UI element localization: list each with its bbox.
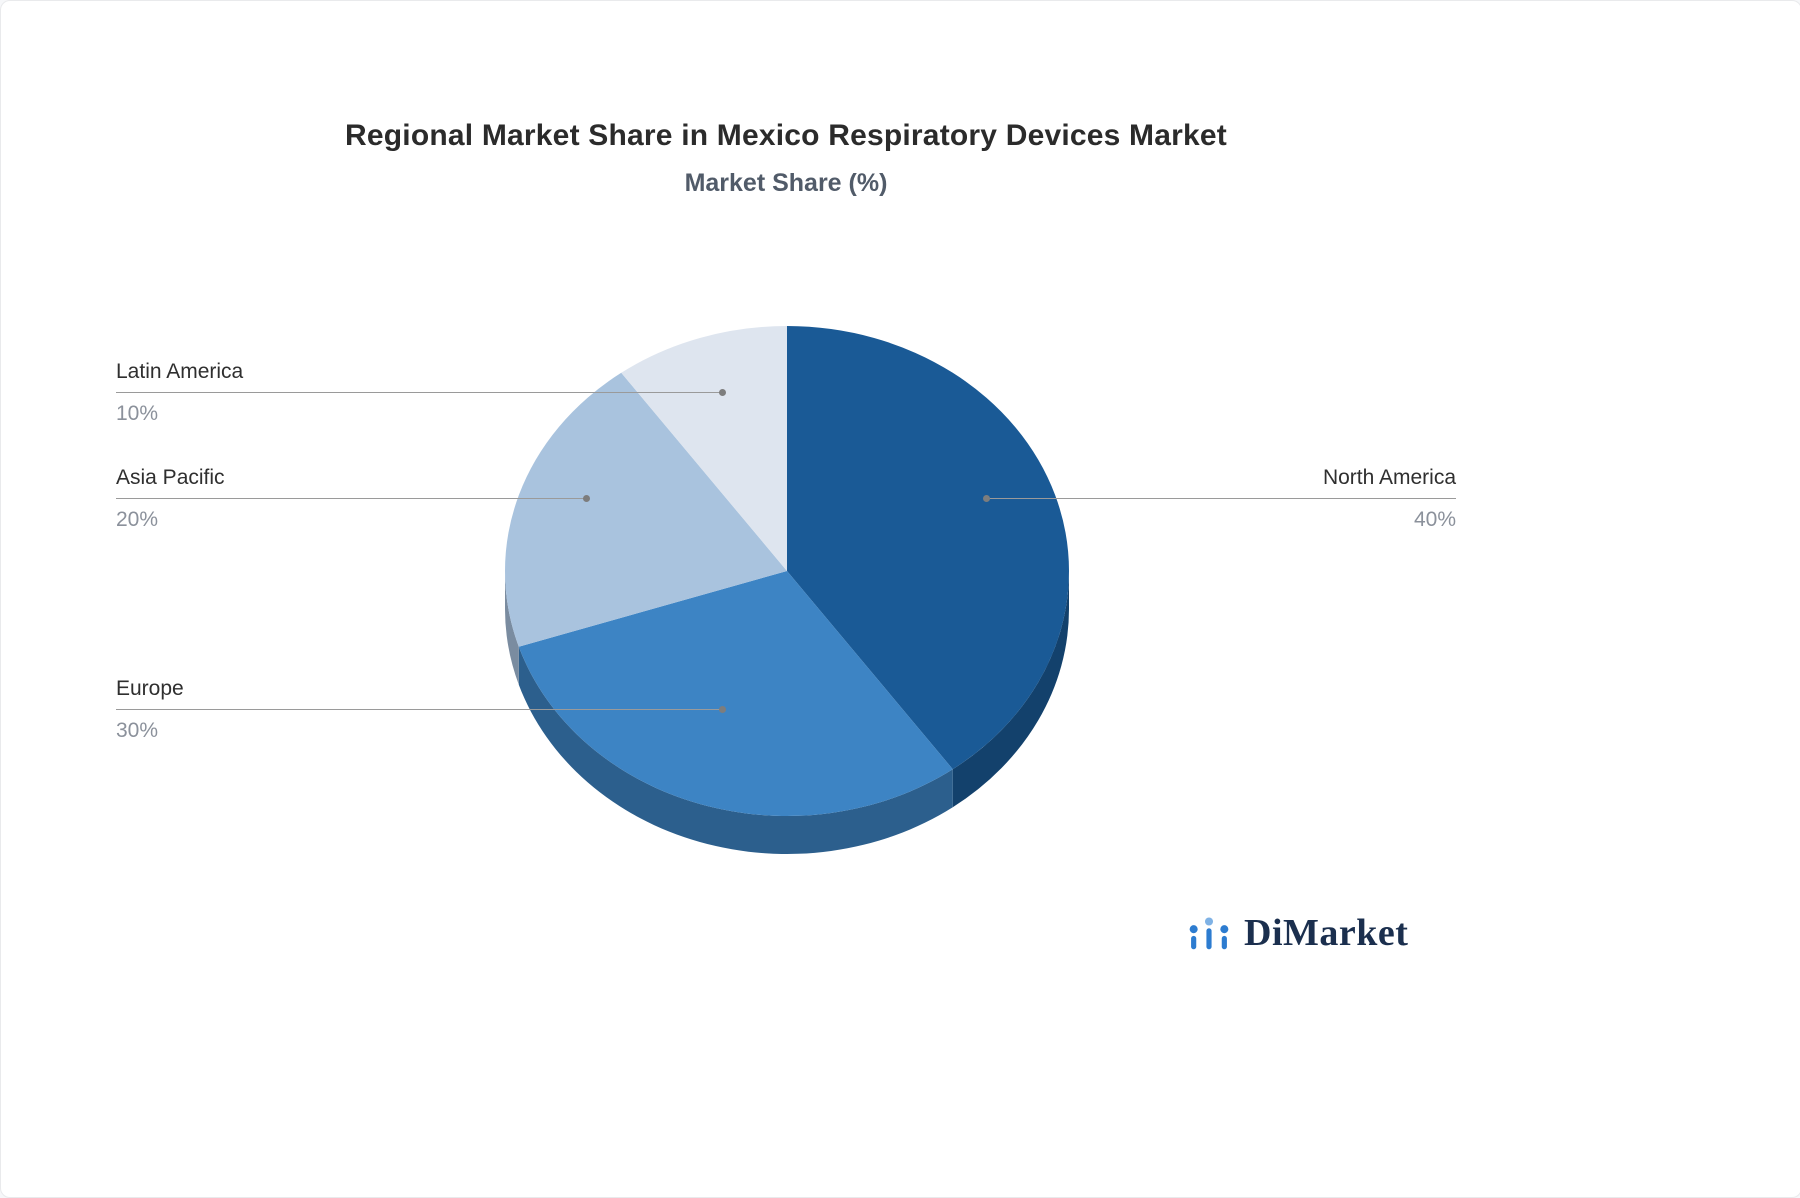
leader-dot [719, 706, 726, 713]
leader-line [983, 495, 1456, 502]
leader-line [116, 389, 726, 396]
chart-title: Regional Market Share in Mexico Respirat… [345, 119, 1227, 152]
callout-latin-america: Latin America 10% [116, 360, 726, 425]
slice-label: Asia Pacific [116, 466, 225, 489]
callout-europe: Europe 30% [116, 677, 726, 742]
slice-label: Latin America [116, 360, 244, 383]
leader-line [116, 495, 590, 502]
callout-north-america: North America 40% [983, 466, 1456, 531]
bar-chart-icon [1189, 917, 1229, 950]
slice-value: 40% [1413, 508, 1456, 531]
leader-dot [583, 495, 590, 502]
slice-label: Europe [116, 677, 184, 700]
chart-subtitle: Market Share (%) [684, 169, 888, 197]
leader-line [116, 706, 726, 713]
leader-dot [983, 495, 990, 502]
logo: DiMarket [1186, 904, 1408, 962]
slice-value: 30% [116, 719, 159, 742]
leader-dot [719, 389, 726, 396]
slice-value: 10% [116, 402, 159, 425]
slice-label: North America [1322, 466, 1456, 489]
callout-asia-pacific: Asia Pacific 20% [116, 466, 590, 531]
logo-text: DiMarket [1244, 912, 1409, 954]
slice-value: 20% [116, 508, 159, 531]
